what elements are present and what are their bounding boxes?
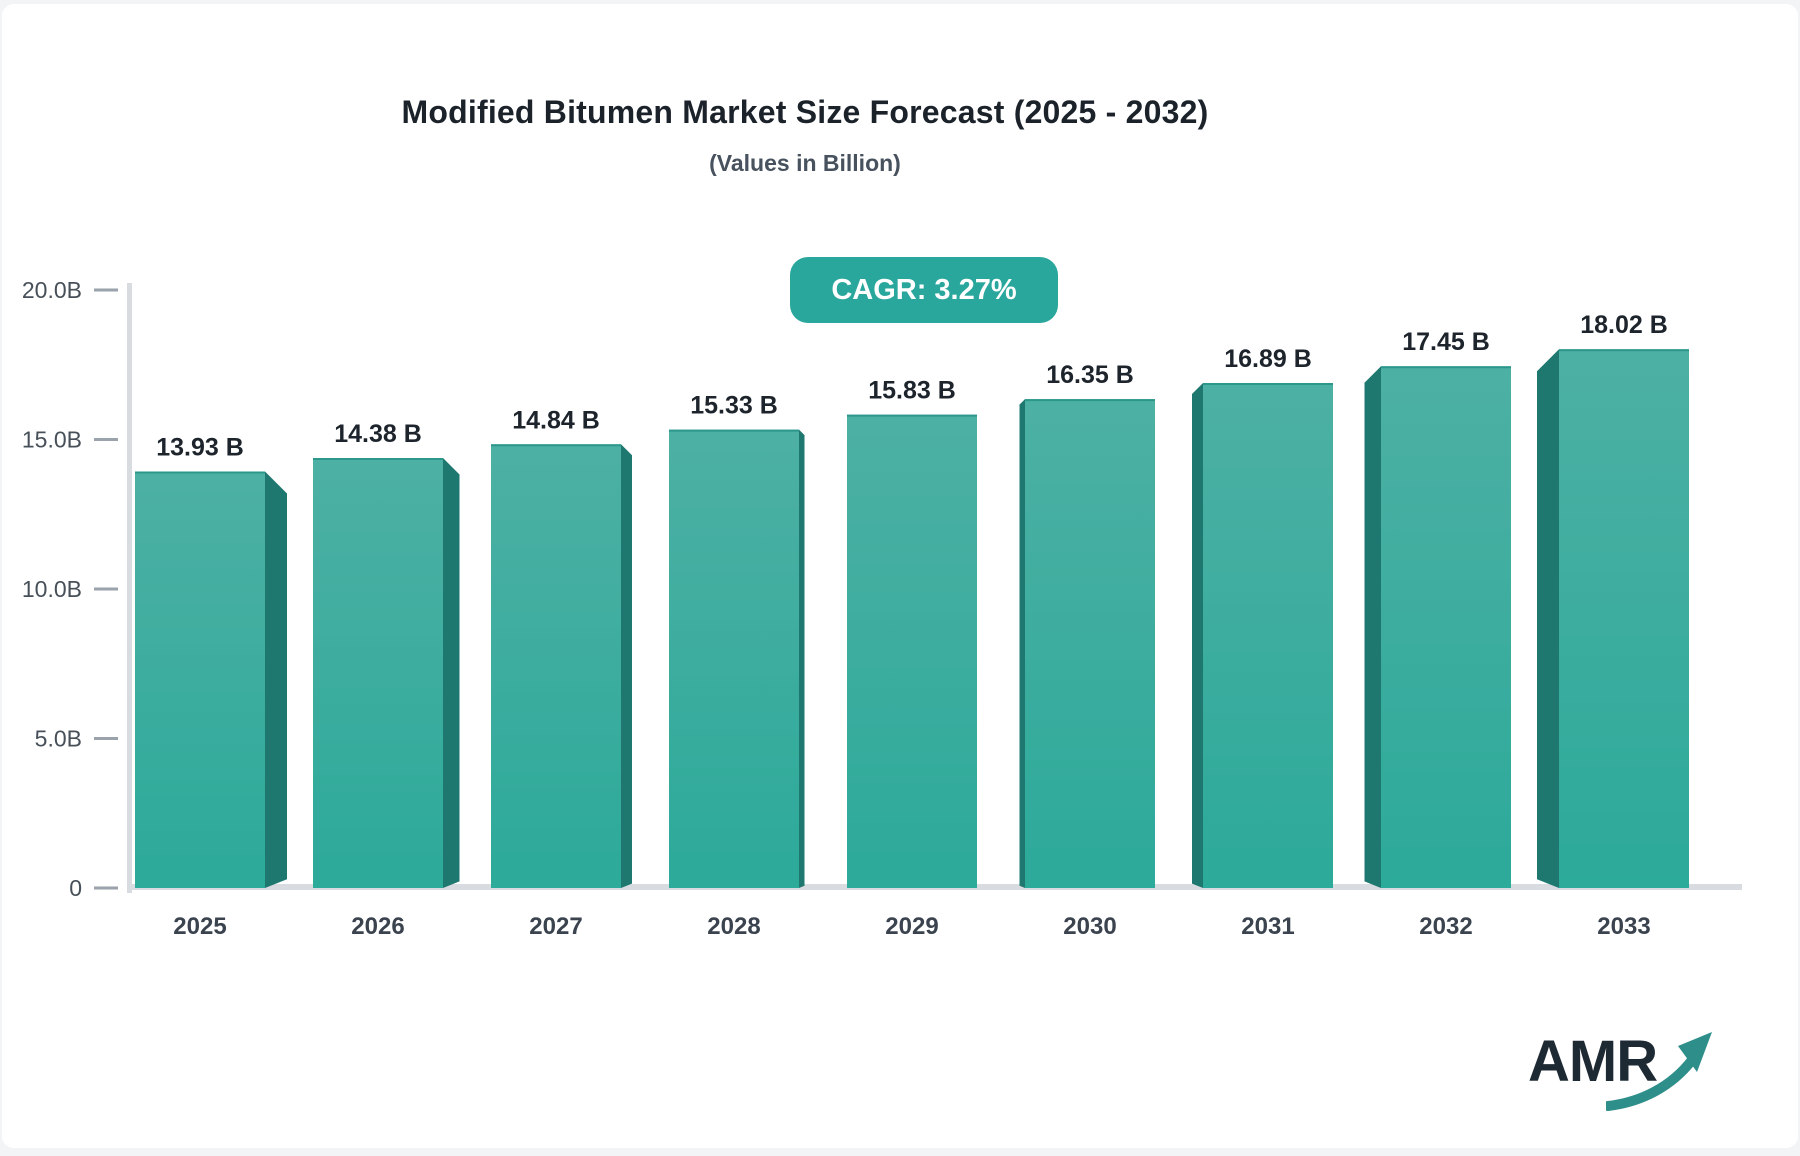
x-tick-label: 2029 <box>885 913 938 940</box>
bar-value-label: 15.33 B <box>690 392 778 420</box>
bar-side-face <box>1019 399 1025 888</box>
bar-group-2032: 17.45 B 2032 <box>1364 328 1511 940</box>
bar-value-label: 16.89 B <box>1224 345 1312 373</box>
bar-value-label: 15.83 B <box>868 377 956 405</box>
bar-side-face <box>799 429 805 888</box>
bar-value-label: 16.35 B <box>1046 361 1134 389</box>
bar-front-face <box>1381 366 1511 888</box>
bar-side-face <box>1537 349 1559 888</box>
bar-front-face <box>1025 399 1155 888</box>
x-tick-label: 2031 <box>1241 913 1294 940</box>
bar-side-face <box>1364 366 1381 888</box>
y-tick-label: 5.0B <box>35 726 82 752</box>
bar-group-2033: 18.02 B 2033 <box>1537 311 1689 940</box>
growth-arrow-icon <box>1606 1032 1712 1111</box>
bar-group-2026: 14.38 B 2026 <box>313 420 460 940</box>
x-tick-label: 2025 <box>173 913 226 940</box>
bar-value-label: 13.93 B <box>156 433 244 461</box>
bar-side-face <box>621 444 632 888</box>
bar-side-face <box>265 471 287 888</box>
bar-group-2028: 15.33 B 2028 <box>669 392 805 940</box>
bar-value-label: 14.38 B <box>334 420 422 448</box>
cagr-badge: CAGR: 3.27% <box>790 257 1058 323</box>
x-tick-label: 2030 <box>1063 913 1116 940</box>
bar-side-face <box>1192 382 1203 888</box>
x-tick-label: 2027 <box>529 913 582 940</box>
bar-group-2030: 16.35 B 2030 <box>1019 361 1155 940</box>
x-tick-label: 2032 <box>1419 913 1472 940</box>
chart-subtitle: (Values in Billion) <box>709 150 901 176</box>
bar-value-label: 17.45 B <box>1402 328 1490 356</box>
bar-front-face <box>1203 382 1333 888</box>
chart-title: Modified Bitumen Market Size Forecast (2… <box>401 94 1209 130</box>
bar-group-2031: 16.89 B 2031 <box>1192 345 1333 940</box>
x-tick-label: 2026 <box>351 913 404 940</box>
x-tick-label: 2028 <box>707 913 760 940</box>
bar-front-face <box>669 429 799 888</box>
bar-group-2027: 14.84 B 2027 <box>491 406 632 940</box>
bar-front-face <box>135 471 265 888</box>
bar-group-2025: 13.93 B 2025 <box>135 433 287 940</box>
amr-logo-text: AMR <box>1528 1029 1658 1094</box>
bar-front-face <box>1559 349 1689 888</box>
x-tick-label: 2033 <box>1597 913 1650 940</box>
bar-front-face <box>847 414 977 888</box>
amr-logo: AMR <box>1528 1028 1728 1118</box>
bar-value-label: 18.02 B <box>1580 311 1668 339</box>
y-tick-label: 20.0B <box>22 277 82 303</box>
bar-group-2029: 15.83 B 2029 <box>847 377 977 940</box>
bar-value-label: 14.84 B <box>512 406 600 434</box>
y-tick-label: 0 <box>69 875 82 901</box>
bar-front-face <box>313 458 443 888</box>
bar-front-face <box>491 444 621 888</box>
y-tick-label: 10.0B <box>22 576 82 602</box>
bar-side-face <box>443 458 460 888</box>
y-tick-label: 15.0B <box>22 427 82 453</box>
y-axis-line <box>127 283 132 893</box>
cagr-badge-label: CAGR: 3.27% <box>831 273 1017 306</box>
